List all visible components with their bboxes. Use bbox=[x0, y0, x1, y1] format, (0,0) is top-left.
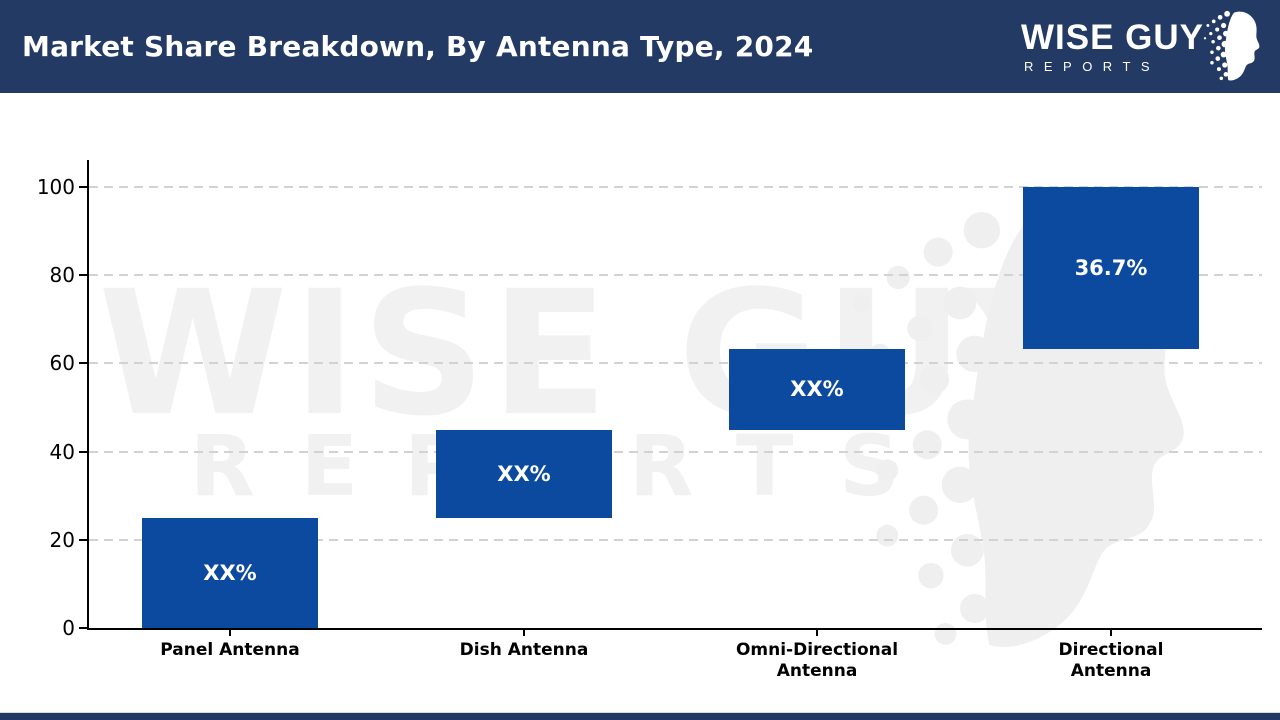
x-axis-tick bbox=[1110, 630, 1112, 636]
bar-value-label: XX% bbox=[203, 560, 257, 585]
gridline bbox=[89, 538, 1262, 541]
header-bar: Market Share Breakdown, By Antenna Type,… bbox=[0, 0, 1280, 93]
x-axis-tick bbox=[229, 630, 231, 636]
y-axis-tick-label: 0 bbox=[62, 616, 75, 640]
y-axis-tick bbox=[79, 538, 87, 541]
bar-dish-antenna bbox=[436, 429, 612, 518]
gridline bbox=[89, 274, 1262, 277]
x-axis-tick bbox=[523, 630, 525, 636]
y-axis-tick-label: 80 bbox=[49, 263, 75, 288]
y-axis-tick bbox=[79, 186, 87, 188]
y-axis-tick bbox=[79, 450, 87, 453]
footer-rule bbox=[0, 712, 1280, 713]
gridline bbox=[89, 450, 1262, 453]
logo-text: WISE GUY REPORTS bbox=[1021, 20, 1204, 73]
y-axis-tick-label: 20 bbox=[49, 527, 75, 552]
logo-subtitle: REPORTS bbox=[1023, 59, 1161, 74]
bar-panel-antenna bbox=[142, 517, 318, 628]
y-axis-spine bbox=[87, 160, 89, 630]
y-axis-tick bbox=[79, 627, 87, 629]
gridline bbox=[89, 186, 1262, 188]
y-axis-tick-label: 40 bbox=[49, 439, 75, 464]
gridline bbox=[89, 362, 1262, 365]
logo: WISE GUY REPORTS bbox=[1021, 8, 1262, 86]
x-axis-category-label: Omni-Directional Antenna bbox=[735, 640, 899, 681]
y-axis-tick-label: 60 bbox=[49, 351, 75, 376]
logo-face-icon bbox=[1203, 10, 1260, 81]
footer-strip bbox=[0, 713, 1280, 720]
y-axis-tick bbox=[79, 274, 87, 277]
x-axis-spine bbox=[87, 628, 1262, 630]
x-axis-category-label: Dish Antenna bbox=[459, 640, 589, 660]
x-axis-tick bbox=[816, 630, 818, 636]
page-title: Market Share Breakdown, By Antenna Type,… bbox=[22, 30, 814, 63]
y-axis-tick-label: 100 bbox=[36, 175, 75, 199]
bar-value-label: XX% bbox=[790, 377, 844, 402]
bar-value-label: XX% bbox=[497, 461, 551, 486]
bar-value-label: 36.7% bbox=[1074, 255, 1148, 280]
logo-wordmark: WISE GUY bbox=[1020, 18, 1204, 57]
x-axis-category-label: Panel Antenna bbox=[160, 640, 300, 660]
x-axis-category-label: Directional Antenna bbox=[1058, 640, 1164, 681]
y-axis-tick bbox=[79, 362, 87, 365]
